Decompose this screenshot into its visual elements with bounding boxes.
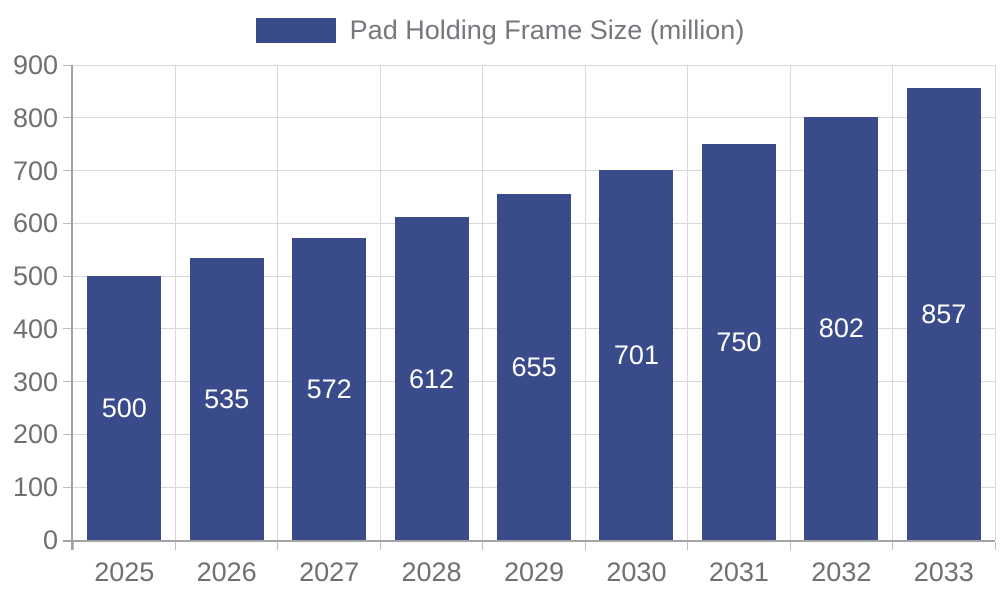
x-axis-tick-label: 2030 <box>606 557 667 587</box>
x-gridline <box>892 65 894 540</box>
x-axis-tick <box>72 542 74 550</box>
y-axis-line <box>71 65 73 550</box>
bar: 802 <box>804 116 879 540</box>
y-axis-tick <box>63 64 71 66</box>
y-axis-tick <box>63 328 71 330</box>
x-axis-tick <box>994 542 996 550</box>
bar: 612 <box>394 217 469 540</box>
bar-value-label: 701 <box>613 340 659 371</box>
y-axis-tick <box>63 486 71 488</box>
x-axis-tick <box>892 542 894 550</box>
x-gridline <box>379 65 381 540</box>
y-axis-tick-label: 100 <box>12 472 58 503</box>
y-axis-tick <box>63 275 71 277</box>
x-axis-tick <box>789 542 791 550</box>
y-gridline <box>73 64 995 66</box>
bar: 572 <box>292 238 367 540</box>
bar-value-label: 500 <box>101 393 147 424</box>
bar: 500 <box>87 276 162 540</box>
y-axis-tick <box>63 381 71 383</box>
bar-value-label: 612 <box>409 363 455 394</box>
x-gridline <box>789 65 791 540</box>
bar: 535 <box>189 257 264 540</box>
y-axis-tick-label: 400 <box>12 313 58 344</box>
bar-value-label: 655 <box>511 352 557 383</box>
y-axis-tick-label: 600 <box>12 208 58 239</box>
bar: 750 <box>701 144 776 540</box>
x-axis-tick-label: 2033 <box>913 557 974 587</box>
x-gridline <box>994 65 996 540</box>
y-axis-tick-label: 500 <box>12 261 58 292</box>
x-axis-tick-label: 2032 <box>811 557 872 587</box>
bar-value-label: 750 <box>716 327 762 358</box>
y-axis-tick <box>63 222 71 224</box>
y-axis-tick-label: 0 <box>42 525 58 555</box>
bar-value-label: 857 <box>921 298 967 329</box>
legend: Pad Holding Frame Size (million) <box>0 17 1000 44</box>
bar: 655 <box>497 194 571 540</box>
bar: 857 <box>906 87 981 540</box>
x-gridline <box>482 65 484 540</box>
x-gridline <box>174 65 176 540</box>
x-axis-tick <box>584 542 586 550</box>
x-axis-tick <box>379 542 381 550</box>
bar: 701 <box>599 170 674 540</box>
x-axis-tick-label: 2029 <box>503 557 565 587</box>
y-axis-tick <box>63 170 71 172</box>
y-axis-tick-label: 900 <box>12 50 58 80</box>
x-axis-tick-label: 2028 <box>401 557 462 587</box>
x-axis-tick-label: 2031 <box>708 557 769 587</box>
legend-swatch <box>255 18 336 43</box>
x-gridline <box>584 65 586 540</box>
plot-area: 0 100 200 300 400 500 600 700 800 900 500 2025 535 20… <box>13 51 996 587</box>
y-gridline <box>73 117 995 119</box>
x-axis-tick-label: 2026 <box>196 557 257 587</box>
x-gridline <box>277 65 279 540</box>
y-axis-tick <box>63 433 71 435</box>
y-gridline <box>73 170 995 172</box>
bar-value-label: 572 <box>306 374 352 405</box>
x-axis-tick <box>277 542 279 550</box>
x-gridline <box>687 65 689 540</box>
x-axis-tick <box>687 542 689 550</box>
legend-label: Pad Holding Frame Size (million) <box>349 15 745 45</box>
y-axis-tick-label: 200 <box>12 419 58 450</box>
x-axis-line <box>63 540 995 542</box>
x-axis-tick-label: 2025 <box>94 557 155 587</box>
bar-value-label: 535 <box>204 383 250 414</box>
x-axis-tick <box>174 542 176 550</box>
y-axis-tick-label: 700 <box>12 155 58 186</box>
x-axis-tick <box>482 542 484 550</box>
y-axis-tick-label: 800 <box>12 102 58 133</box>
y-axis-tick-label: 300 <box>12 366 58 397</box>
y-axis-tick <box>63 117 71 119</box>
bar-value-label: 802 <box>818 313 864 344</box>
x-axis-tick-label: 2027 <box>299 557 360 587</box>
